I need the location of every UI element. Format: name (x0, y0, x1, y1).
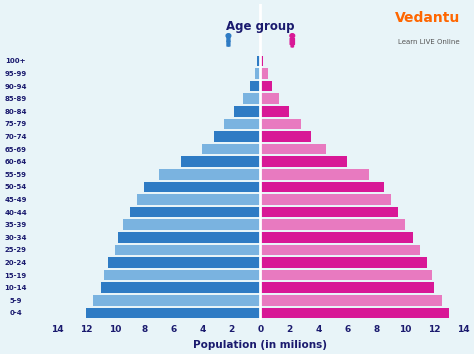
Bar (93, 295, 260, 306)
Bar (108, 257, 260, 268)
Bar (260, 156, 347, 167)
FancyBboxPatch shape (227, 37, 230, 41)
FancyBboxPatch shape (228, 41, 230, 46)
Bar (260, 308, 449, 318)
Bar (260, 182, 384, 192)
Bar (260, 207, 398, 217)
Bar (214, 131, 260, 142)
Bar (144, 182, 260, 192)
Bar (260, 169, 369, 179)
Bar (260, 282, 435, 293)
Text: Age group: Age group (226, 20, 295, 33)
FancyBboxPatch shape (292, 44, 293, 47)
Bar (260, 119, 301, 129)
Bar (224, 119, 260, 129)
Bar (260, 106, 290, 116)
FancyBboxPatch shape (290, 38, 294, 45)
Circle shape (290, 34, 295, 38)
Bar (260, 270, 432, 280)
Bar (260, 194, 391, 205)
Bar (260, 131, 311, 142)
Bar (86, 308, 260, 318)
Bar (122, 219, 260, 230)
Bar (250, 81, 260, 91)
Bar (234, 106, 260, 116)
Bar (181, 156, 260, 167)
Bar (260, 245, 420, 255)
FancyBboxPatch shape (227, 41, 228, 46)
Bar (260, 81, 272, 91)
Bar (260, 295, 442, 306)
X-axis label: Population (in milions): Population (in milions) (193, 340, 328, 350)
Bar (260, 68, 268, 79)
Bar (260, 56, 263, 66)
Bar (115, 245, 260, 255)
Text: Learn LIVE Online: Learn LIVE Online (398, 39, 460, 45)
Bar (260, 257, 427, 268)
Bar (257, 56, 260, 66)
Bar (260, 219, 405, 230)
FancyBboxPatch shape (291, 44, 292, 47)
Bar (260, 93, 279, 104)
Bar (243, 93, 260, 104)
Bar (260, 232, 413, 242)
Bar (137, 194, 260, 205)
Text: Vedantu: Vedantu (394, 11, 460, 25)
Bar (101, 282, 260, 293)
Bar (118, 232, 260, 242)
Bar (202, 144, 260, 154)
Bar (255, 68, 260, 79)
Bar (260, 144, 326, 154)
Circle shape (226, 34, 231, 38)
Bar (130, 207, 260, 217)
Bar (159, 169, 260, 179)
Bar (104, 270, 260, 280)
